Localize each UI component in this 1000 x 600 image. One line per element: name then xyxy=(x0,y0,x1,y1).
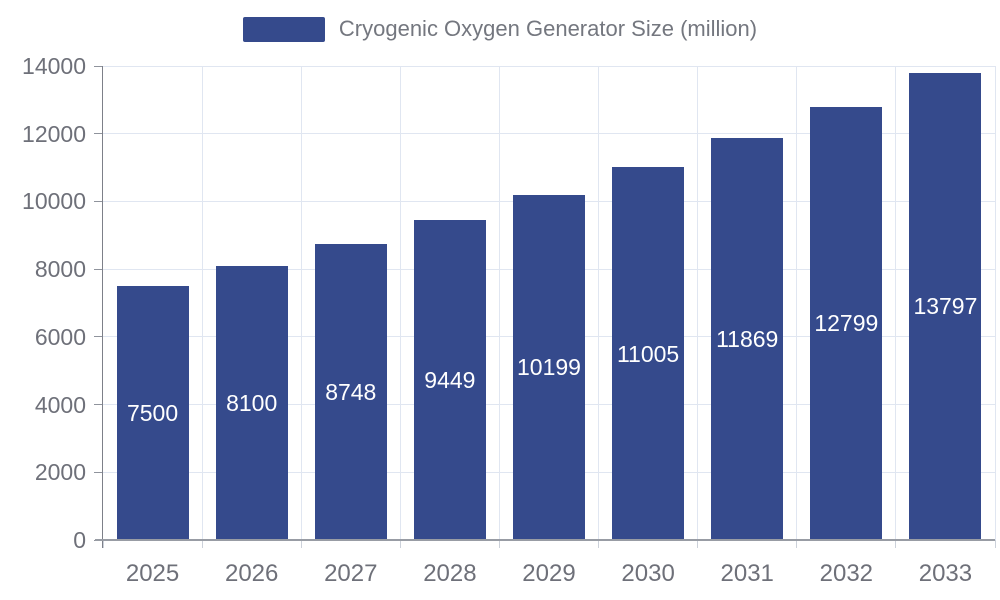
y-axis-tick-label: 10000 xyxy=(22,188,86,215)
x-axis-tick-label: 2028 xyxy=(423,560,477,587)
x-gridline xyxy=(796,66,798,540)
x-tick-mark xyxy=(300,540,302,548)
x-tick-mark xyxy=(697,540,699,548)
bar-value-label: 8748 xyxy=(325,378,377,405)
bar-value-label: 13797 xyxy=(913,293,978,320)
x-axis-line xyxy=(95,539,995,541)
y-gridline xyxy=(103,65,995,67)
x-axis-tick-label: 2026 xyxy=(224,560,279,587)
y-axis-tick-label: 4000 xyxy=(34,391,86,418)
x-axis-tick-label: 2031 xyxy=(720,560,774,587)
x-tick-mark xyxy=(498,540,500,548)
bar[interactable] xyxy=(909,72,982,540)
bar[interactable] xyxy=(810,106,883,540)
x-axis-tick-label: 2032 xyxy=(819,560,874,587)
legend-swatch-icon xyxy=(242,16,325,42)
x-tick-mark xyxy=(796,540,798,548)
bar-value-label: 11869 xyxy=(716,326,779,353)
bar-value-label: 8100 xyxy=(226,389,278,416)
x-axis-tick-label: 2033 xyxy=(918,560,973,587)
x-tick-mark xyxy=(598,540,600,548)
y-axis-line xyxy=(101,66,103,548)
x-gridline xyxy=(994,66,996,540)
y-axis-tick-label: 2000 xyxy=(34,459,86,486)
y-axis-tick-label: 12000 xyxy=(22,120,86,147)
bar[interactable] xyxy=(711,138,784,540)
y-tick-mark xyxy=(94,404,102,406)
x-gridline xyxy=(598,66,600,540)
x-axis-tick-label: 2027 xyxy=(324,560,378,587)
x-gridline xyxy=(498,66,500,540)
bar-value-label: 7500 xyxy=(126,400,179,427)
y-tick-mark xyxy=(94,336,102,338)
legend-item[interactable]: Cryogenic Oxygen Generator Size (million… xyxy=(0,16,1000,42)
x-tick-mark xyxy=(201,540,203,548)
x-tick-mark xyxy=(994,540,996,548)
x-gridline xyxy=(201,66,203,540)
legend-label: Cryogenic Oxygen Generator Size (million… xyxy=(338,16,758,41)
bar[interactable] xyxy=(413,220,486,540)
y-tick-mark xyxy=(94,200,102,202)
bar[interactable] xyxy=(513,194,585,540)
bar-value-label: 9449 xyxy=(424,367,476,394)
x-gridline xyxy=(399,66,401,540)
y-axis-tick-label: 0 xyxy=(73,527,86,553)
x-tick-mark xyxy=(102,540,104,548)
y-tick-mark xyxy=(94,133,102,135)
x-tick-mark xyxy=(399,540,401,548)
x-axis-tick-label: 2030 xyxy=(621,560,675,587)
bar[interactable] xyxy=(116,286,189,540)
x-axis-tick-label: 2025 xyxy=(125,560,180,587)
bar[interactable] xyxy=(215,265,288,540)
bar-value-label: 11005 xyxy=(616,340,680,367)
y-axis-tick-label: 6000 xyxy=(34,323,86,350)
x-tick-mark xyxy=(895,540,897,548)
y-axis-tick-label: 14000 xyxy=(22,53,86,79)
bar[interactable] xyxy=(314,243,387,540)
x-gridline xyxy=(697,66,699,540)
y-gridline xyxy=(103,133,995,135)
x-axis-tick-label: 2029 xyxy=(522,560,576,587)
bar-value-label: 12799 xyxy=(814,310,879,337)
bar-value-label: 10199 xyxy=(517,354,581,381)
x-gridline xyxy=(300,66,302,540)
y-tick-mark xyxy=(94,65,102,67)
x-gridline xyxy=(895,66,897,540)
y-tick-mark xyxy=(94,471,102,473)
y-axis-tick-label: 8000 xyxy=(34,256,86,283)
bar[interactable] xyxy=(612,167,685,540)
y-tick-mark xyxy=(94,268,102,270)
